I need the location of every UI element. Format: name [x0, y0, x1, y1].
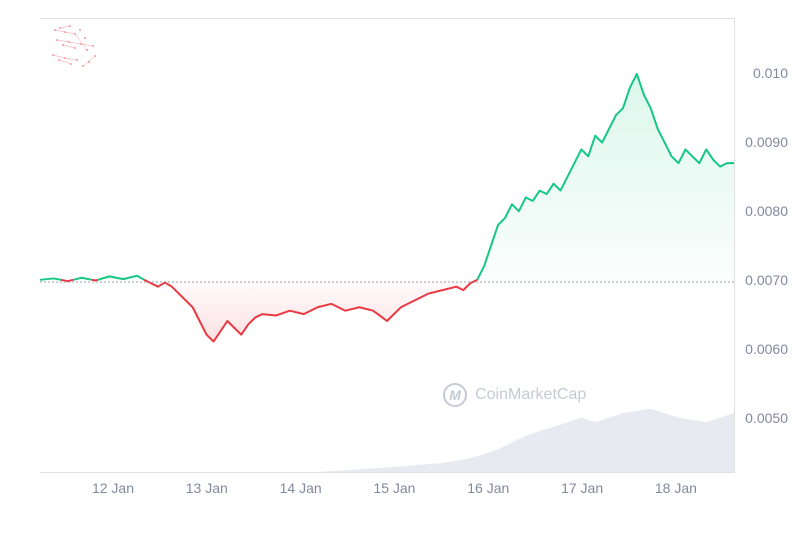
watermark-icon: M: [443, 383, 467, 407]
baseline-dotted: [40, 281, 734, 283]
x-tick-label: 16 Jan: [467, 480, 509, 496]
logo-scatter-icon: [45, 20, 110, 75]
x-tick-label: 14 Jan: [280, 480, 322, 496]
y-tick-label: 0.0070: [745, 272, 788, 288]
chart-svg: [40, 19, 734, 472]
x-tick-label: 18 Jan: [655, 480, 697, 496]
y-tick-label: 0.0090: [745, 134, 788, 150]
x-tick-label: 13 Jan: [186, 480, 228, 496]
x-tick-label: 15 Jan: [373, 480, 415, 496]
watermark-text: CoinMarketCap: [475, 386, 586, 404]
price-chart-container: M CoinMarketCap: [40, 18, 735, 473]
y-tick-label: 0.0080: [745, 203, 788, 219]
x-tick-label: 17 Jan: [561, 480, 603, 496]
y-tick-label: 0.0050: [745, 410, 788, 426]
watermark: M CoinMarketCap: [443, 383, 586, 407]
y-tick-label: 0.010: [753, 65, 788, 81]
y-tick-label: 0.0060: [745, 341, 788, 357]
x-tick-label: 12 Jan: [92, 480, 134, 496]
